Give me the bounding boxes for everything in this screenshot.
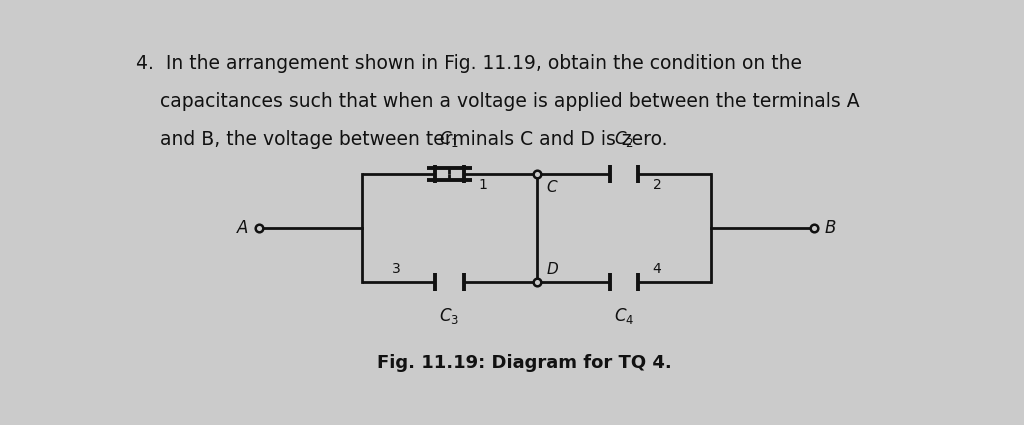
Text: $C_1$: $C_1$ xyxy=(439,129,460,149)
Text: 4: 4 xyxy=(652,262,662,276)
Text: $C_3$: $C_3$ xyxy=(439,306,460,326)
Text: D: D xyxy=(546,262,558,277)
Text: $C_4$: $C_4$ xyxy=(613,306,634,326)
Text: B: B xyxy=(824,219,837,237)
Text: C: C xyxy=(546,180,557,195)
Text: 3: 3 xyxy=(391,262,400,276)
Text: A: A xyxy=(238,219,249,237)
Text: $C_2$: $C_2$ xyxy=(614,129,634,149)
Text: 2: 2 xyxy=(652,178,662,192)
Text: capacitances such that when a voltage is applied between the terminals A: capacitances such that when a voltage is… xyxy=(136,92,859,111)
Text: and B, the voltage between terminals C and D is zero.: and B, the voltage between terminals C a… xyxy=(136,130,668,149)
Text: 1: 1 xyxy=(478,178,486,192)
Text: 4.  In the arrangement shown in Fig. 11.19, obtain the condition on the: 4. In the arrangement shown in Fig. 11.1… xyxy=(136,54,802,73)
Text: Fig. 11.19: Diagram for TQ 4.: Fig. 11.19: Diagram for TQ 4. xyxy=(378,354,672,372)
